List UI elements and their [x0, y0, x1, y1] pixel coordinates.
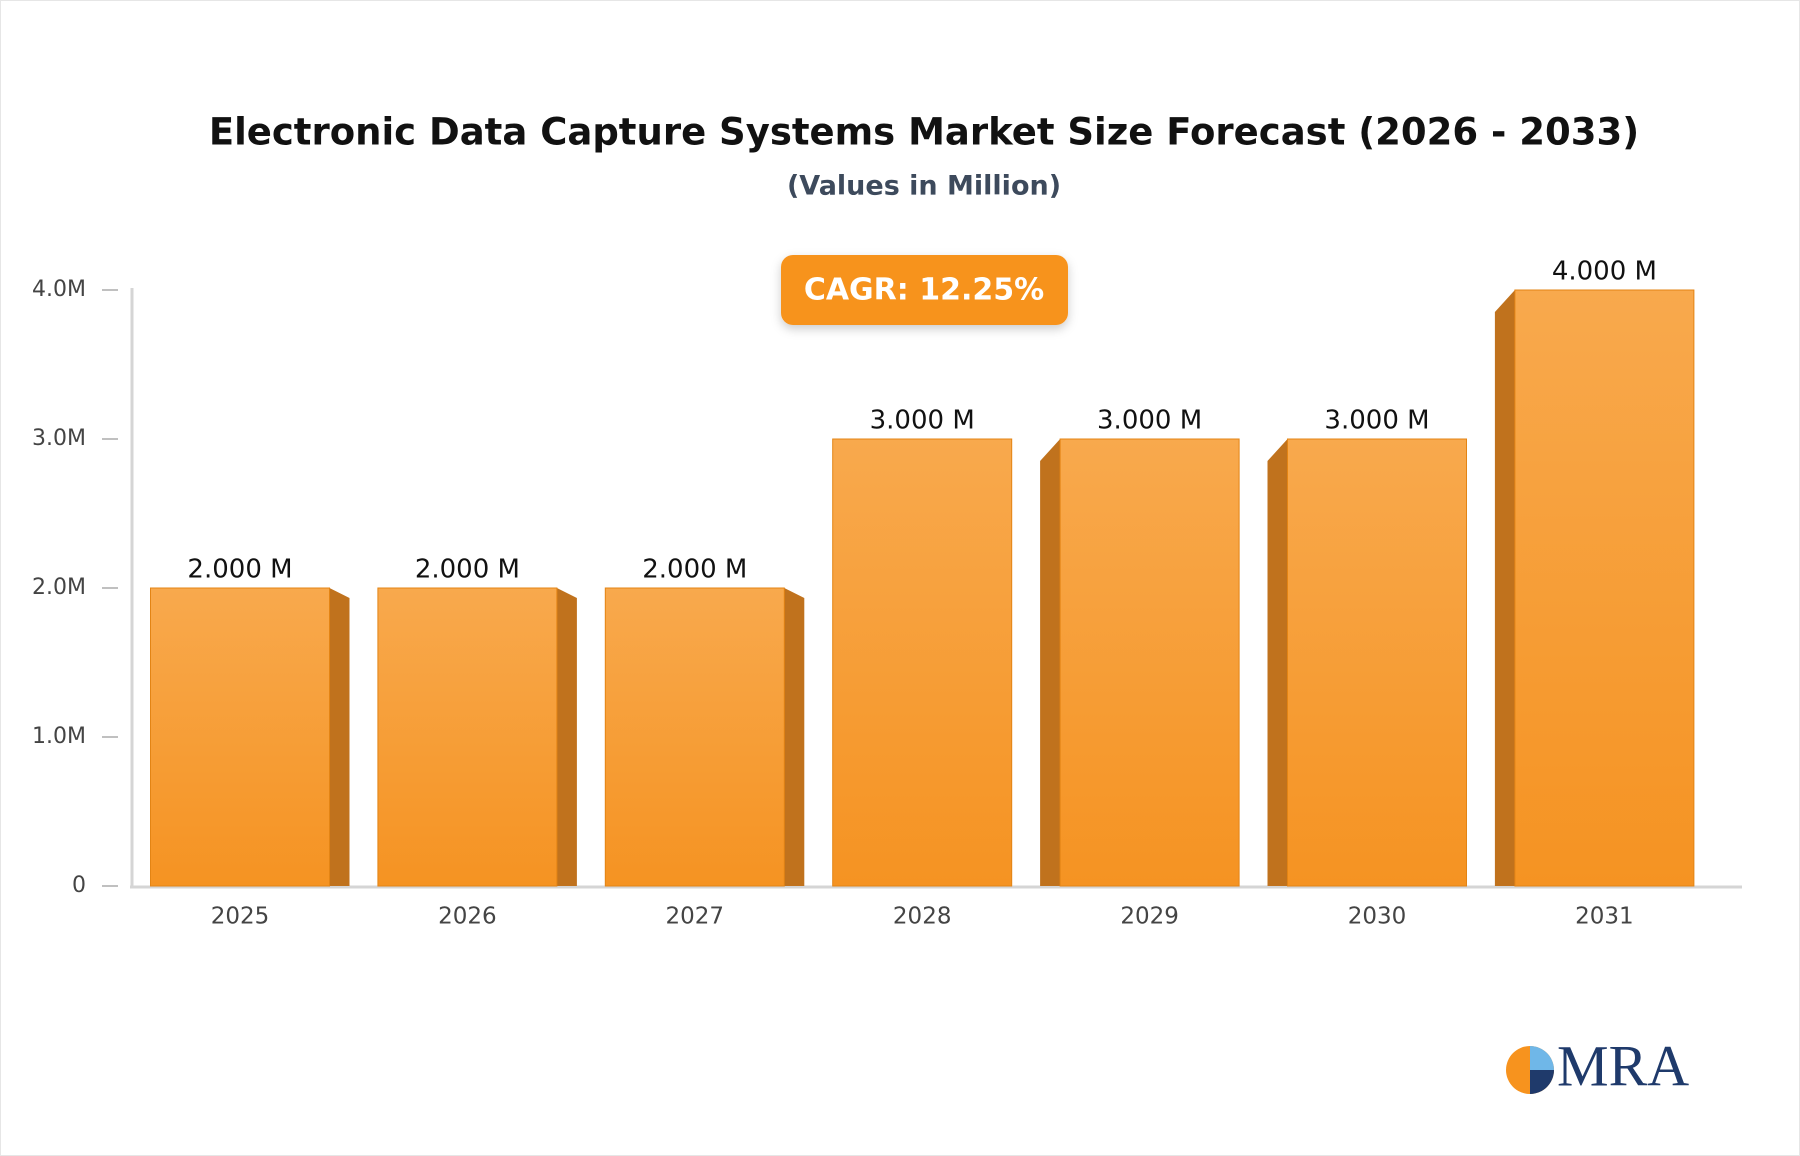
bar-side — [784, 588, 805, 886]
y-tick-label: 1.0M — [32, 724, 86, 749]
value-label: 3.000 M — [1324, 406, 1429, 436]
bar-side — [1267, 439, 1288, 886]
value-label: 2.000 M — [415, 555, 520, 585]
bar — [1059, 438, 1240, 887]
value-label: 2.000 M — [187, 555, 292, 585]
x-tick-label: 2026 — [438, 904, 497, 930]
cagr-badge: CAGR: 12.25% — [781, 255, 1068, 325]
x-tick-label: 2031 — [1575, 904, 1634, 930]
badge-text: CAGR: 12.25% — [804, 273, 1044, 308]
value-label: 4.000 M — [1552, 257, 1657, 287]
logo-slice — [1530, 1070, 1554, 1094]
x-tick-label: 2029 — [1120, 904, 1179, 930]
value-label: 3.000 M — [1097, 406, 1202, 436]
value-label: 3.000 M — [870, 406, 975, 436]
chart-subtitle: (Values in Million) — [787, 171, 1061, 202]
bar-side — [329, 588, 350, 886]
x-tick-label: 2025 — [211, 904, 270, 930]
bar — [377, 587, 558, 887]
logo: MRA — [1506, 1033, 1689, 1098]
x-tick-label: 2027 — [666, 904, 725, 930]
bar-side — [1494, 290, 1515, 886]
y-tick-label: 4.0M — [32, 277, 86, 302]
bar — [832, 438, 1013, 887]
bar — [1514, 289, 1695, 887]
bar-side — [1040, 439, 1061, 886]
bar-side — [556, 588, 577, 886]
logo-slice — [1530, 1046, 1554, 1070]
x-tick-label: 2030 — [1348, 904, 1407, 930]
y-tick-label: 3.0M — [32, 426, 86, 451]
y-tick-label: 2.0M — [32, 575, 86, 600]
logo-text: MRA — [1557, 1033, 1689, 1098]
chart-title: Electronic Data Capture Systems Market S… — [209, 111, 1639, 154]
badge-box — [781, 255, 1068, 325]
bar — [604, 587, 785, 887]
bar — [1287, 438, 1467, 887]
value-label: 2.000 M — [642, 555, 747, 585]
bar — [150, 587, 330, 887]
y-tick-label: 0 — [72, 873, 86, 898]
x-tick-label: 2028 — [893, 904, 952, 930]
